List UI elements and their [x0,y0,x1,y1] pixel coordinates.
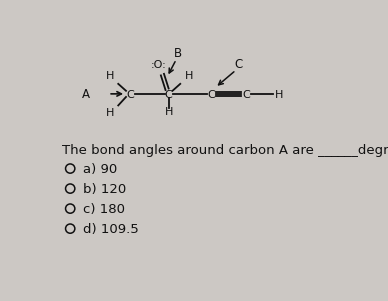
Text: H: H [165,107,173,117]
Text: C: C [207,90,215,100]
Text: d) 109.5: d) 109.5 [83,223,139,236]
Text: :O:: :O: [151,61,166,70]
Text: C: C [234,58,242,71]
Text: C: C [165,90,173,100]
Text: c) 180: c) 180 [83,203,125,216]
Text: H: H [185,71,193,81]
Text: b) 120: b) 120 [83,183,126,196]
Text: H: H [106,108,114,118]
Text: C: C [242,90,250,100]
Text: The bond angles around carbon A are ______degrees:: The bond angles around carbon A are ____… [62,144,388,157]
Text: a) 90: a) 90 [83,163,117,176]
Text: H: H [274,90,283,100]
Text: A: A [82,88,90,101]
Text: C: C [126,90,134,100]
Text: B: B [174,47,182,60]
Text: H: H [106,71,114,81]
